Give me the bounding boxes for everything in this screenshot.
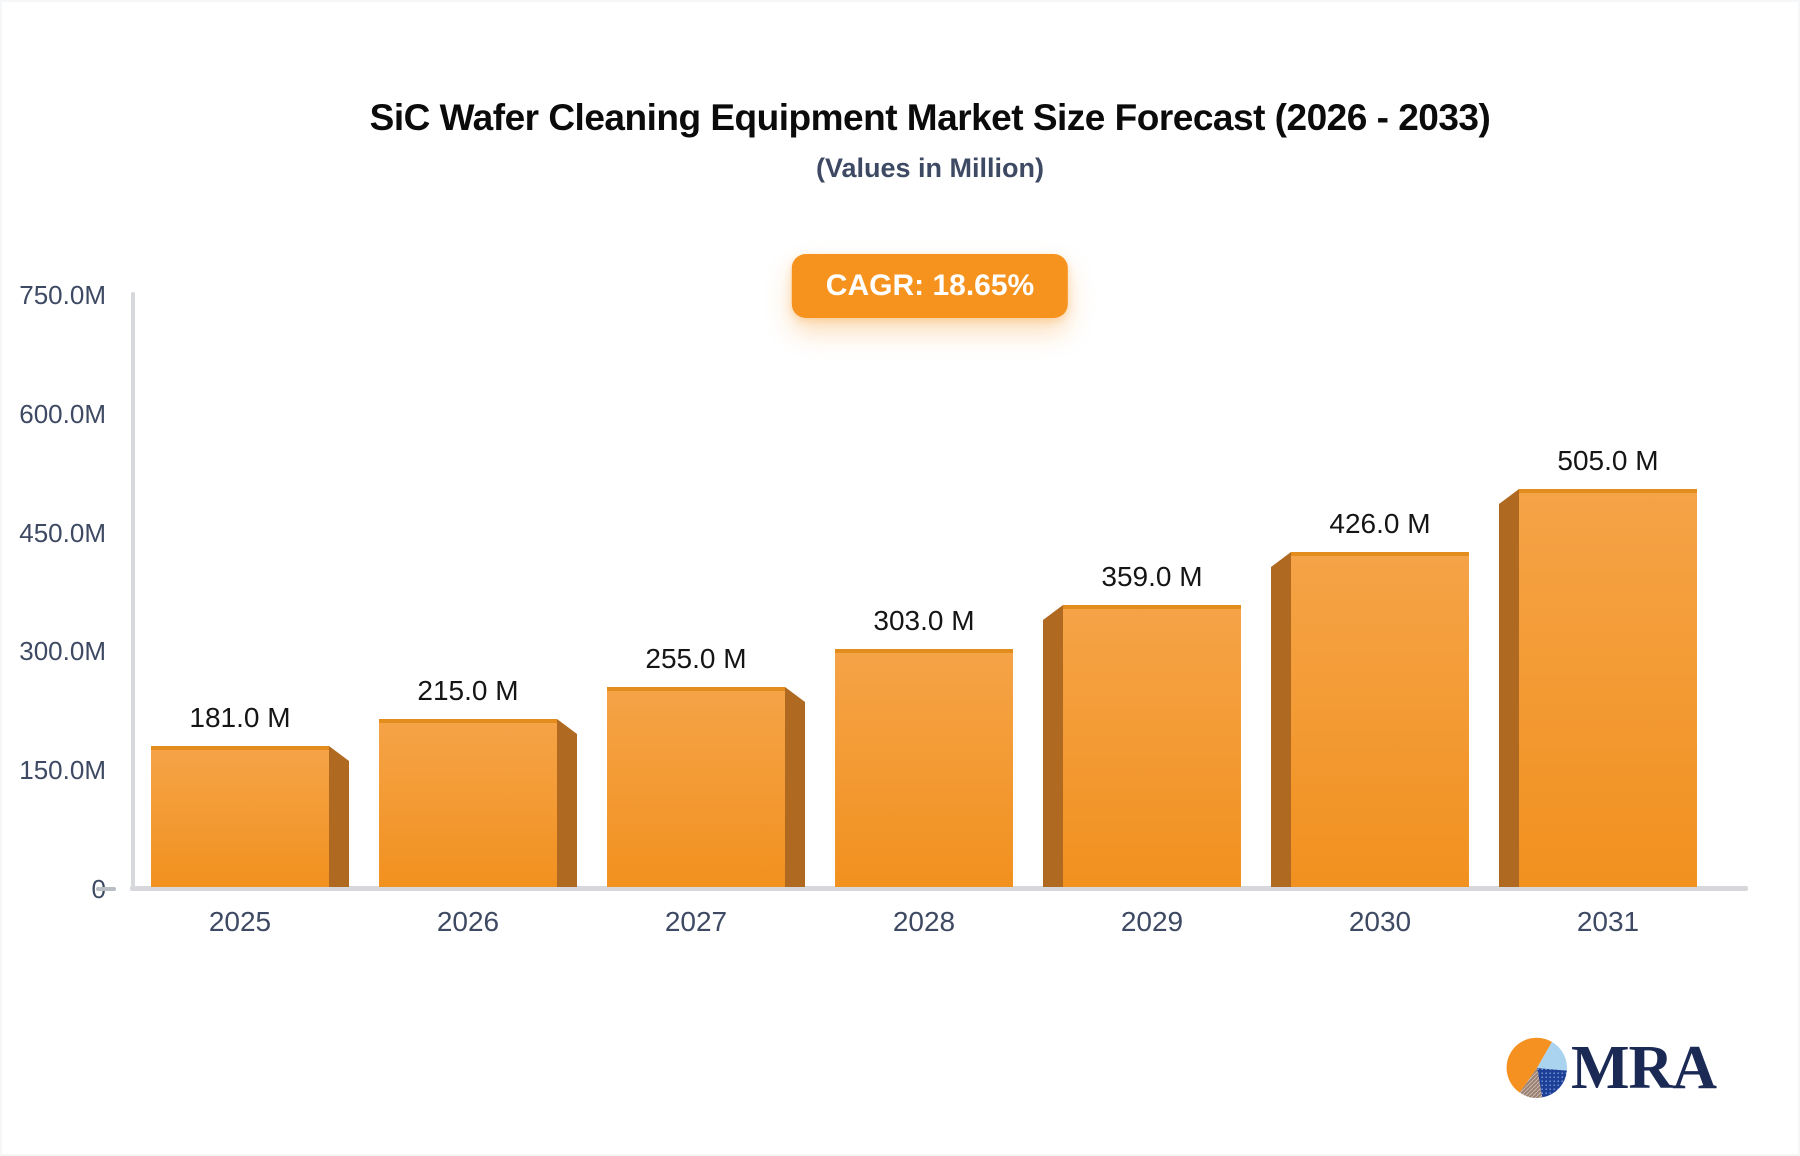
zero-tick-mark	[96, 887, 116, 891]
pie-slice-darkblue	[1537, 1068, 1567, 1098]
chart-subtitle: (Values in Million)	[815, 153, 1045, 183]
x-tick-label: 2028	[892, 906, 956, 937]
bar-side-shade	[329, 746, 349, 887]
chart-title: SiC Wafer Cleaning Equipment Market Size…	[369, 97, 1491, 138]
bar-2025	[151, 746, 329, 887]
y-tick-label: 600.0M	[19, 398, 106, 429]
pie-slice-lightblue	[1537, 1042, 1568, 1071]
bar-value-label: 255.0 M	[645, 643, 747, 674]
bar-2031	[1519, 489, 1697, 887]
x-tick-label: 2031	[1576, 906, 1640, 937]
x-axis-line	[130, 886, 1748, 891]
bar-value-label: 181.0 M	[189, 702, 291, 733]
pie-slice-gray	[1519, 1068, 1543, 1098]
x-tick-label: 2026	[436, 906, 500, 937]
bar-side-shade	[785, 687, 805, 887]
x-tick-label: 2025	[208, 906, 272, 937]
y-tick-label: 750.0M	[19, 280, 106, 310]
bar-side-shade	[557, 719, 577, 887]
x-tick-label: 2030	[1348, 906, 1412, 937]
y-tick-label: 300.0M	[19, 636, 106, 667]
bar-2028	[835, 649, 1013, 887]
y-tick-label: 450.0M	[19, 517, 106, 548]
bar-side-shade	[1499, 489, 1519, 887]
cagr-badge: CAGR: 18.65%	[791, 254, 1069, 318]
bar-2029	[1063, 605, 1241, 887]
x-tick-label: 2029	[1120, 906, 1184, 937]
pie-chart-logo-icon	[1506, 1037, 1568, 1098]
brand-logo: MRA	[1505, 1034, 1717, 1102]
bar-side-shade	[1043, 605, 1063, 887]
pie-slice-orange	[1506, 1037, 1552, 1093]
bar-value-label: 215.0 M	[417, 675, 519, 706]
bar-2030	[1291, 552, 1469, 887]
bar-value-label: 359.0 M	[1101, 561, 1203, 592]
chart-header: SiC Wafer Cleaning Equipment Market Size…	[60, 2, 1798, 184]
y-tick-label: 150.0M	[19, 755, 106, 786]
bar-side-shade	[1271, 552, 1291, 887]
bar-value-label: 426.0 M	[1329, 508, 1431, 539]
bar-2026	[379, 719, 557, 887]
brand-logo-text: MRA	[1571, 1034, 1717, 1102]
y-tick-label: 0	[2, 872, 106, 906]
bar-value-label: 505.0 M	[1557, 445, 1659, 476]
x-tick-label: 2027	[664, 906, 728, 937]
y-axis-line	[131, 292, 135, 889]
bar-2027	[607, 687, 785, 887]
bar-value-label: 303.0 M	[873, 605, 975, 636]
